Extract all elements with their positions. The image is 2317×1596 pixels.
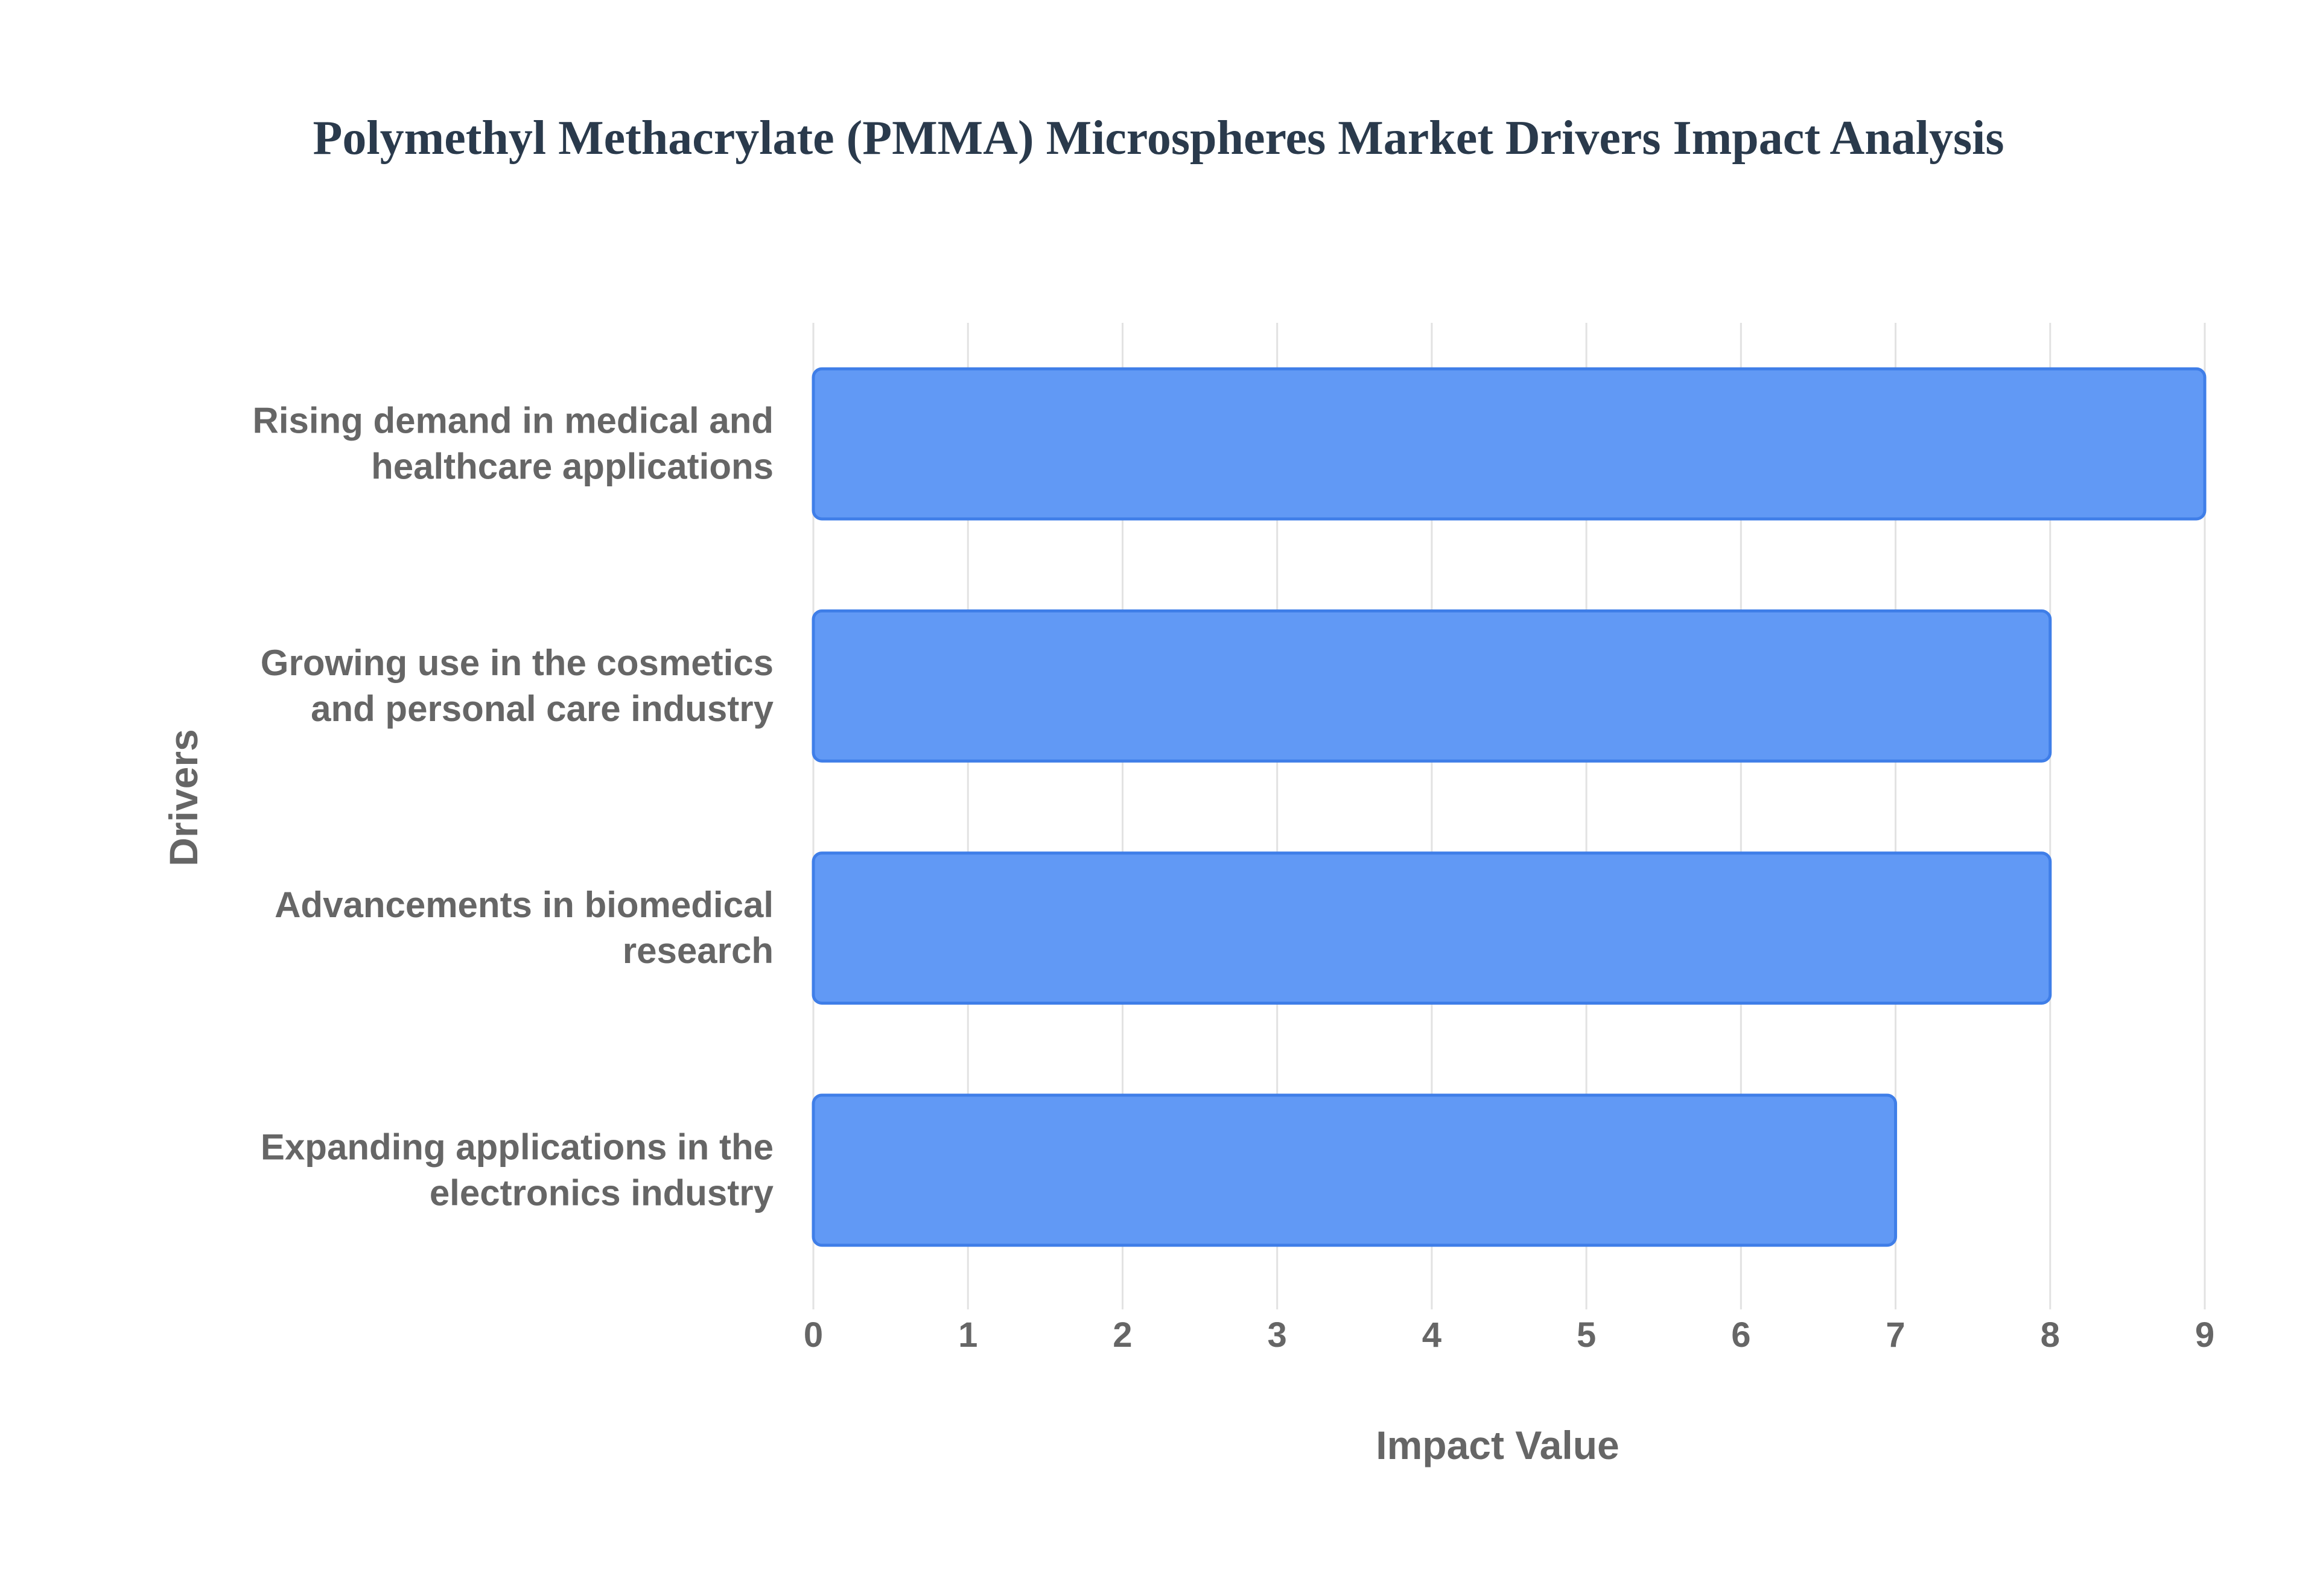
bar bbox=[812, 367, 2207, 521]
x-tick-label: 0 bbox=[804, 1315, 823, 1355]
x-tick-label: 9 bbox=[2195, 1315, 2214, 1355]
bars bbox=[812, 367, 2207, 1247]
x-tick-labels: 0 1 2 3 4 5 6 7 8 9 bbox=[804, 1315, 2214, 1355]
x-tick-label: 8 bbox=[2041, 1315, 2060, 1355]
category-label: Growing use in the cosmetics and personal… bbox=[261, 643, 774, 729]
y-axis-title: Drivers bbox=[161, 729, 206, 866]
x-tick-label: 3 bbox=[1268, 1315, 1287, 1355]
x-tick-label: 4 bbox=[1422, 1315, 1441, 1355]
chart-title: Polymethyl Methacrylate (PMMA) Microsphe… bbox=[313, 112, 2004, 165]
x-tick-label: 5 bbox=[1577, 1315, 1596, 1355]
x-tick-label: 2 bbox=[1113, 1315, 1132, 1355]
bar bbox=[812, 1093, 1898, 1247]
category-label: Advancements in biomedical research bbox=[275, 885, 774, 971]
category-label: Rising demand in medical and healthcare a… bbox=[253, 401, 774, 487]
x-tick-label: 6 bbox=[1731, 1315, 1750, 1355]
category-label: Expanding applications in the electronics… bbox=[261, 1127, 774, 1213]
category-labels: Rising demand in medical and healthcare a… bbox=[253, 401, 774, 1213]
x-axis-title: Impact Value bbox=[1376, 1423, 1619, 1467]
bar bbox=[812, 609, 2052, 763]
x-tick-label: 1 bbox=[958, 1315, 977, 1355]
x-tick-label: 7 bbox=[1886, 1315, 1905, 1355]
bar bbox=[812, 851, 2052, 1005]
